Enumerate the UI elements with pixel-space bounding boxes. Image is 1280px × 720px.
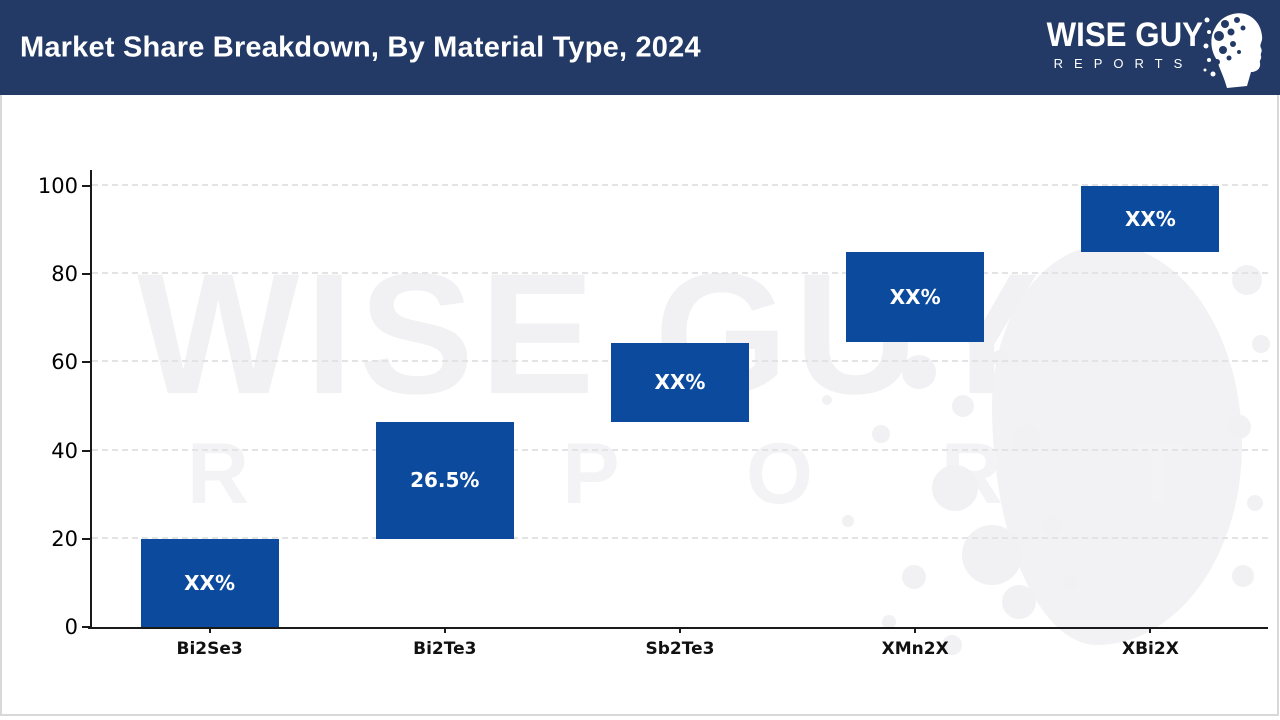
brand-logo: WISE GUY REPORTS [1030,6,1265,90]
y-tick-label: 20 [51,526,78,551]
x-tick-mark [208,627,211,633]
bar-label: XX% [654,370,706,395]
y-tick-label: 0 [64,615,78,639]
gridline [92,448,1268,451]
page-title: Market Share Breakdown, By Material Type… [20,31,701,63]
dotted-face-profile-icon [1203,13,1263,88]
x-axis-label: Bi2Se3 [176,639,243,659]
gridline [92,272,1268,275]
y-tick-label: 40 [51,438,78,463]
x-tick-mark [914,627,917,633]
gridline [92,536,1268,539]
bar-label: XX% [1124,206,1176,231]
bar-label: XX% [889,285,941,310]
y-axis-line [90,170,92,627]
brand-name: WISE GUY [1046,16,1203,54]
y-tick-mark [82,537,90,540]
bar-Bi2Te3: 26.5% [375,421,514,539]
bar-label: 26.5% [410,468,480,493]
bar-Sb2Te3: XX% [611,342,749,422]
x-axis-label: Bi2Te3 [413,639,477,659]
y-tick-label: 80 [51,262,78,287]
bar-XBi2X: XX% [1081,185,1220,253]
y-tick-mark [82,273,90,276]
bar-Bi2Se3: XX% [140,538,279,627]
y-tick-mark [82,361,90,364]
bar-label: XX% [184,570,236,595]
brand-logo-text: WISE GUY REPORTS [1033,16,1203,70]
gridline [92,183,1268,186]
y-tick-mark [82,449,90,452]
x-axis-line [88,627,1268,629]
header: Market Share Breakdown, By Material Type… [0,0,1280,95]
brand-subtitle: REPORTS [1053,55,1194,71]
chart-card: WISE GUY R E P O R T S XX%26.5%XX%XX%XX%… [0,95,1279,716]
y-tick-mark [82,626,90,628]
x-axis-label: XMn2X [881,639,949,659]
x-axis-label: Sb2Te3 [645,639,715,659]
y-tick-label: 60 [51,350,78,375]
y-tick-label: 100 [37,173,78,198]
x-tick-mark [1149,627,1152,633]
x-tick-mark [679,627,681,633]
chart-plot-area: XX% 26.5% XX% XX% XX% 0 20 40 60 80 100 Bi2Se3 Bi2… [38,170,1268,659]
x-tick-mark [443,627,446,633]
x-axis-label: XBi2X [1121,639,1179,659]
bar-XMn2X: XX% [846,252,985,343]
y-tick-mark [82,184,90,187]
